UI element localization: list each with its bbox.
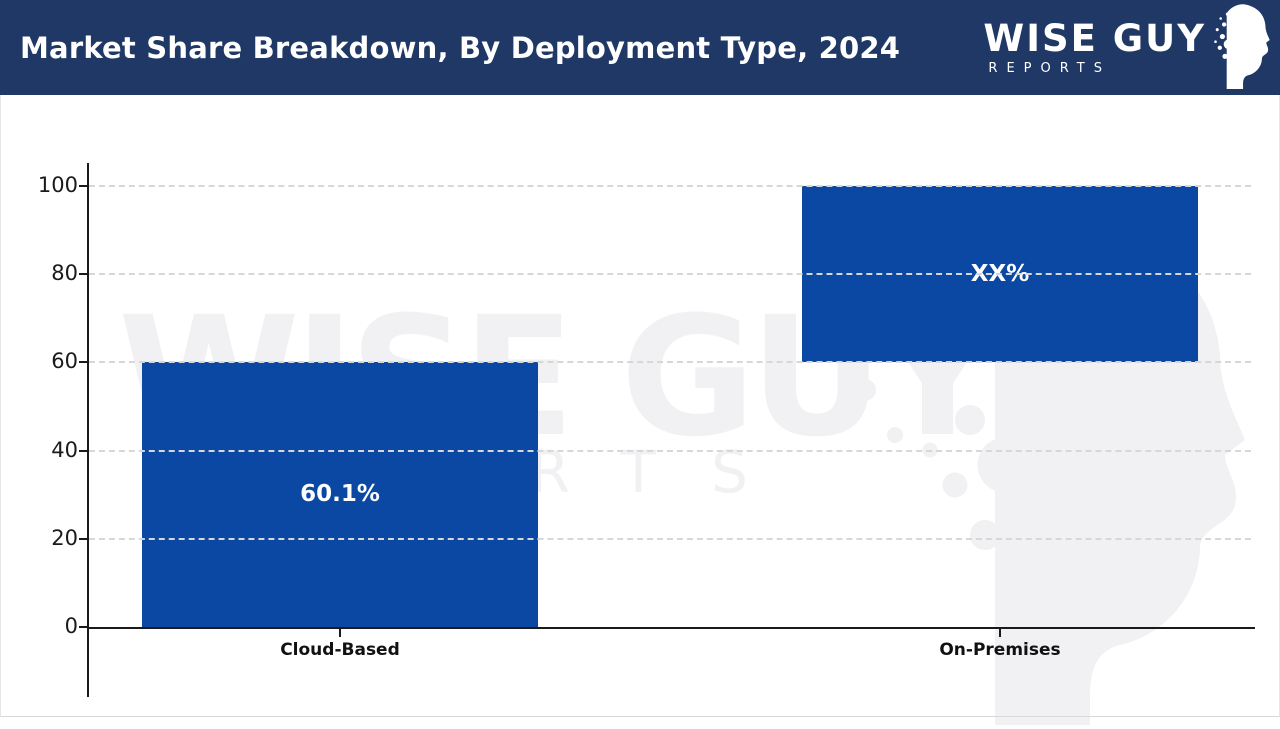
bar-cloud-based: 60.1% [142,361,538,627]
dotted-head-icon [1192,3,1270,93]
x-tick-label-on-premises: On-Premises [939,640,1061,660]
y-tick-mark [79,185,87,187]
gridline-20 [89,537,1251,540]
header-banner: Market Share Breakdown, By Deployment Ty… [0,0,1280,95]
bar-value-label: 60.1% [300,481,380,508]
page-title: Market Share Breakdown, By Deployment Ty… [20,30,901,65]
y-tick-mark [79,449,87,452]
x-axis-line [87,627,1255,629]
bottom-divider [0,716,1280,717]
y-tick-mark [79,361,87,364]
y-tick-mark [79,273,87,276]
gridline-100 [89,185,1251,187]
logo-text: WISE GUY REPORTS [983,20,1206,76]
x-tick-mark [999,629,1001,637]
y-tick-label: 20 [51,525,78,550]
y-tick-label: 40 [51,437,78,462]
logo-wordmark: WISE GUY [983,16,1206,60]
left-border [0,95,1,717]
y-tick-mark [79,537,87,540]
y-tick-label: 80 [51,261,78,286]
plot-area: 60.1% XX% [89,185,1251,627]
logo-subtitle: REPORTS [988,60,1112,76]
gridline-40 [89,449,1251,452]
wise-guy-reports-logo: WISE GUY REPORTS [983,3,1270,93]
x-tick-label-cloud-based: Cloud-Based [280,640,400,660]
y-tick-label: 0 [64,614,78,638]
chart-canvas: WISE GUY REPORTS 60.1% [0,95,1280,725]
y-axis-line [87,163,89,697]
gridline-80 [89,273,1251,276]
y-tick-mark [79,626,87,628]
x-tick-mark [338,629,341,637]
y-tick-label: 100 [37,173,78,197]
gridline-60 [89,361,1251,364]
y-tick-label: 60 [51,349,78,374]
